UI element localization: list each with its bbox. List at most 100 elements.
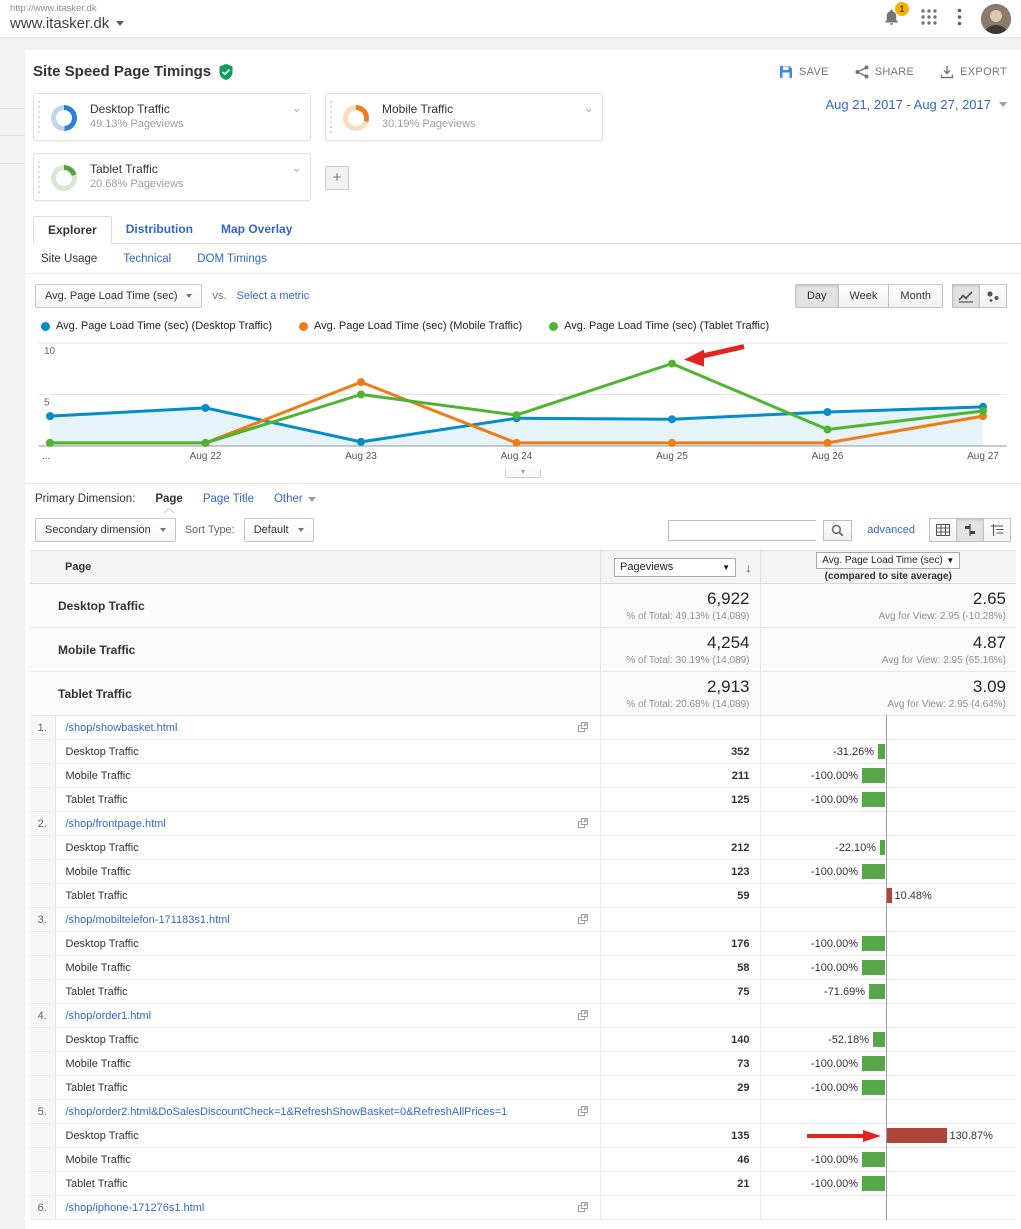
avatar[interactable]	[981, 4, 1011, 34]
column-header-page[interactable]: Page	[30, 550, 601, 584]
pageviews-cell	[599, 1003, 761, 1028]
page-link[interactable]: /shop/mobiltelefon-171183s1.html	[65, 913, 230, 926]
subtab-technical[interactable]: Technical	[123, 253, 172, 265]
device-row[interactable]: Tablet Traffic 125 -100.00%	[30, 786, 1017, 812]
segment-card-desktop[interactable]: Desktop Traffic 49.13% Pageviews ⌄	[33, 93, 311, 141]
device-row[interactable]: Tablet Traffic 29 -100.00%	[30, 1074, 1017, 1100]
dimension-other[interactable]: Other	[274, 493, 316, 505]
segment-card-tablet[interactable]: Tablet Traffic 20.68% Pageviews ⌄	[33, 153, 311, 201]
popout-icon[interactable]	[577, 1106, 588, 1119]
device-row[interactable]: Mobile Traffic 73 -100.00%	[30, 1050, 1017, 1076]
device-row[interactable]: Tablet Traffic 75 -71.69%	[30, 978, 1017, 1004]
popout-icon[interactable]	[577, 1010, 588, 1023]
table-search-button[interactable]	[823, 519, 853, 541]
device-row[interactable]: Mobile Traffic 46 -100.00%	[30, 1146, 1017, 1172]
page-row[interactable]: 2. /shop/frontpage.html	[30, 810, 1017, 836]
page-row[interactable]: 4. /shop/order1.html	[30, 1002, 1017, 1028]
chevron-down-icon[interactable]: ⌄	[291, 100, 302, 115]
data-table-view-button[interactable]	[929, 518, 957, 542]
pageviews-cell: 125	[599, 787, 761, 812]
pageviews-cell	[599, 1195, 761, 1220]
page-row[interactable]: 6. /shop/iphone-171276s1.html	[30, 1194, 1017, 1220]
page-link[interactable]: /shop/showbasket.html	[65, 721, 178, 734]
line-chart-button[interactable]	[952, 284, 980, 308]
device-row[interactable]: Desktop Traffic 176 -100.00%	[30, 930, 1017, 956]
subtab-site-usage[interactable]: Site Usage	[41, 253, 98, 265]
table-header-row: Page Pageviews ▼ ↓ Avg. Page Load Time (…	[30, 550, 1017, 584]
sort-descending-icon[interactable]: ↓	[745, 559, 752, 575]
add-segment-button[interactable]: +	[325, 166, 349, 190]
legend-item-desktop[interactable]: Avg. Page Load Time (sec) (Desktop Traff…	[41, 320, 272, 332]
drag-handle[interactable]	[38, 161, 43, 193]
segment-subtitle: 20.68% Pageviews	[90, 178, 184, 190]
sort-type-value: Default	[253, 524, 289, 536]
timeseries-chart[interactable]: 5 10... Aug 22 Aug 23 Aug 24 Aug 25 Aug 26 Aug …	[25, 334, 1021, 478]
metric-select[interactable]: Avg. Page Load Time (sec)	[35, 284, 203, 308]
notifications-button[interactable]: 1	[882, 1, 909, 32]
comparison-view-button[interactable]	[956, 518, 984, 542]
granularity-day[interactable]: Day	[794, 284, 839, 308]
page-row[interactable]: 1. /shop/showbasket.html	[30, 714, 1017, 740]
device-row[interactable]: Desktop Traffic 140 -52.18%	[30, 1026, 1017, 1052]
comparison-bar	[862, 1056, 886, 1071]
advanced-filter-link[interactable]: advanced	[867, 524, 915, 536]
account-selector[interactable]: www.itasker.dk	[10, 15, 1021, 32]
apps-grid-button[interactable]	[920, 8, 938, 31]
popout-icon[interactable]	[577, 914, 588, 927]
sort-type-select[interactable]: Default	[243, 518, 314, 542]
tab-explorer[interactable]: Explorer	[33, 216, 112, 244]
segment-name: Tablet Traffic	[90, 162, 158, 176]
page-link[interactable]: /shop/frontpage.html	[65, 817, 166, 830]
tab-map-overlay[interactable]: Map Overlay	[221, 222, 293, 236]
drag-handle[interactable]	[330, 101, 335, 133]
device-row[interactable]: Desktop Traffic 212 -22.10%	[30, 834, 1017, 860]
page-link[interactable]: /shop/iphone-171276s1.html	[65, 1201, 205, 1214]
drag-handle[interactable]	[38, 101, 43, 133]
pivot-view-button[interactable]	[983, 518, 1011, 542]
report-title-text: Site Speed Page Timings	[33, 63, 212, 80]
subtab-dom-timings[interactable]: DOM Timings	[197, 253, 267, 265]
metric-column-select[interactable]: Avg. Page Load Time (sec) ▼	[816, 552, 961, 569]
popout-icon[interactable]	[577, 818, 588, 831]
chevron-down-icon[interactable]: ⌄	[291, 160, 302, 175]
device-row[interactable]: Mobile Traffic 58 -100.00%	[30, 954, 1017, 980]
granularity-month[interactable]: Month	[888, 284, 943, 308]
kebab-menu-button[interactable]	[957, 8, 962, 31]
device-row[interactable]: Mobile Traffic 123 -100.00%	[30, 858, 1017, 884]
legend-item-tablet[interactable]: Avg. Page Load Time (sec) (Tablet Traffi…	[549, 320, 769, 332]
segment-name: Mobile Traffic	[382, 102, 454, 116]
dimension-page-title[interactable]: Page Title	[202, 493, 254, 505]
device-row[interactable]: Mobile Traffic 211 -100.00%	[30, 762, 1017, 788]
segment-card-mobile[interactable]: Mobile Traffic 30.19% Pageviews ⌄	[325, 93, 603, 141]
page-row[interactable]: 3. /shop/mobiltelefon-171183s1.html	[30, 906, 1017, 932]
popout-icon[interactable]	[577, 1202, 588, 1215]
popout-icon[interactable]	[577, 722, 588, 735]
legend-item-mobile[interactable]: Avg. Page Load Time (sec) (Mobile Traffi…	[299, 320, 522, 332]
date-range-selector[interactable]: Aug 21, 2017 - Aug 27, 2017	[825, 97, 1007, 112]
chevron-down-icon[interactable]: ⌄	[583, 100, 594, 115]
page-link[interactable]: /shop/order1.html	[65, 1009, 152, 1022]
pageviews-column-select[interactable]: Pageviews ▼	[614, 557, 737, 577]
select-a-metric-link[interactable]: Select a metric	[236, 290, 310, 302]
metric-vs-view-average: Avg for View: 2.95 (65.16%)	[881, 654, 1007, 666]
chart-collapse-handle[interactable]: ▾	[505, 468, 541, 478]
device-row[interactable]: Tablet Traffic 21 -100.00%	[30, 1170, 1017, 1196]
export-button[interactable]: EXPORT	[940, 65, 1007, 79]
tab-distribution[interactable]: Distribution	[125, 222, 194, 236]
page-link[interactable]: /shop/order2.html&DoSalesDiscountCheck=1…	[65, 1105, 508, 1118]
summary-metric-cell: 4.87 Avg for View: 2.95 (65.16%)	[759, 627, 1017, 672]
table-search-input[interactable]	[668, 519, 817, 541]
device-row[interactable]: Desktop Traffic 135 130.87%	[30, 1122, 1017, 1148]
device-row[interactable]: Tablet Traffic 59 10.48%	[30, 882, 1017, 908]
share-button[interactable]: SHARE	[855, 65, 914, 79]
dimension-page[interactable]: Page	[155, 493, 183, 505]
segment-name: Desktop Traffic	[90, 102, 170, 116]
motion-chart-button[interactable]	[979, 284, 1007, 308]
page-row[interactable]: 5. /shop/order2.html&DoSalesDiscountChec…	[30, 1098, 1017, 1124]
secondary-dimension-select[interactable]: Secondary dimension	[35, 518, 176, 542]
device-row[interactable]: Desktop Traffic 352 -31.26%	[30, 738, 1017, 764]
granularity-week[interactable]: Week	[837, 284, 890, 308]
vs-label: vs.	[212, 290, 227, 302]
property-url: http://www.itasker.dk	[10, 3, 97, 14]
save-button[interactable]: SAVE	[779, 65, 829, 79]
